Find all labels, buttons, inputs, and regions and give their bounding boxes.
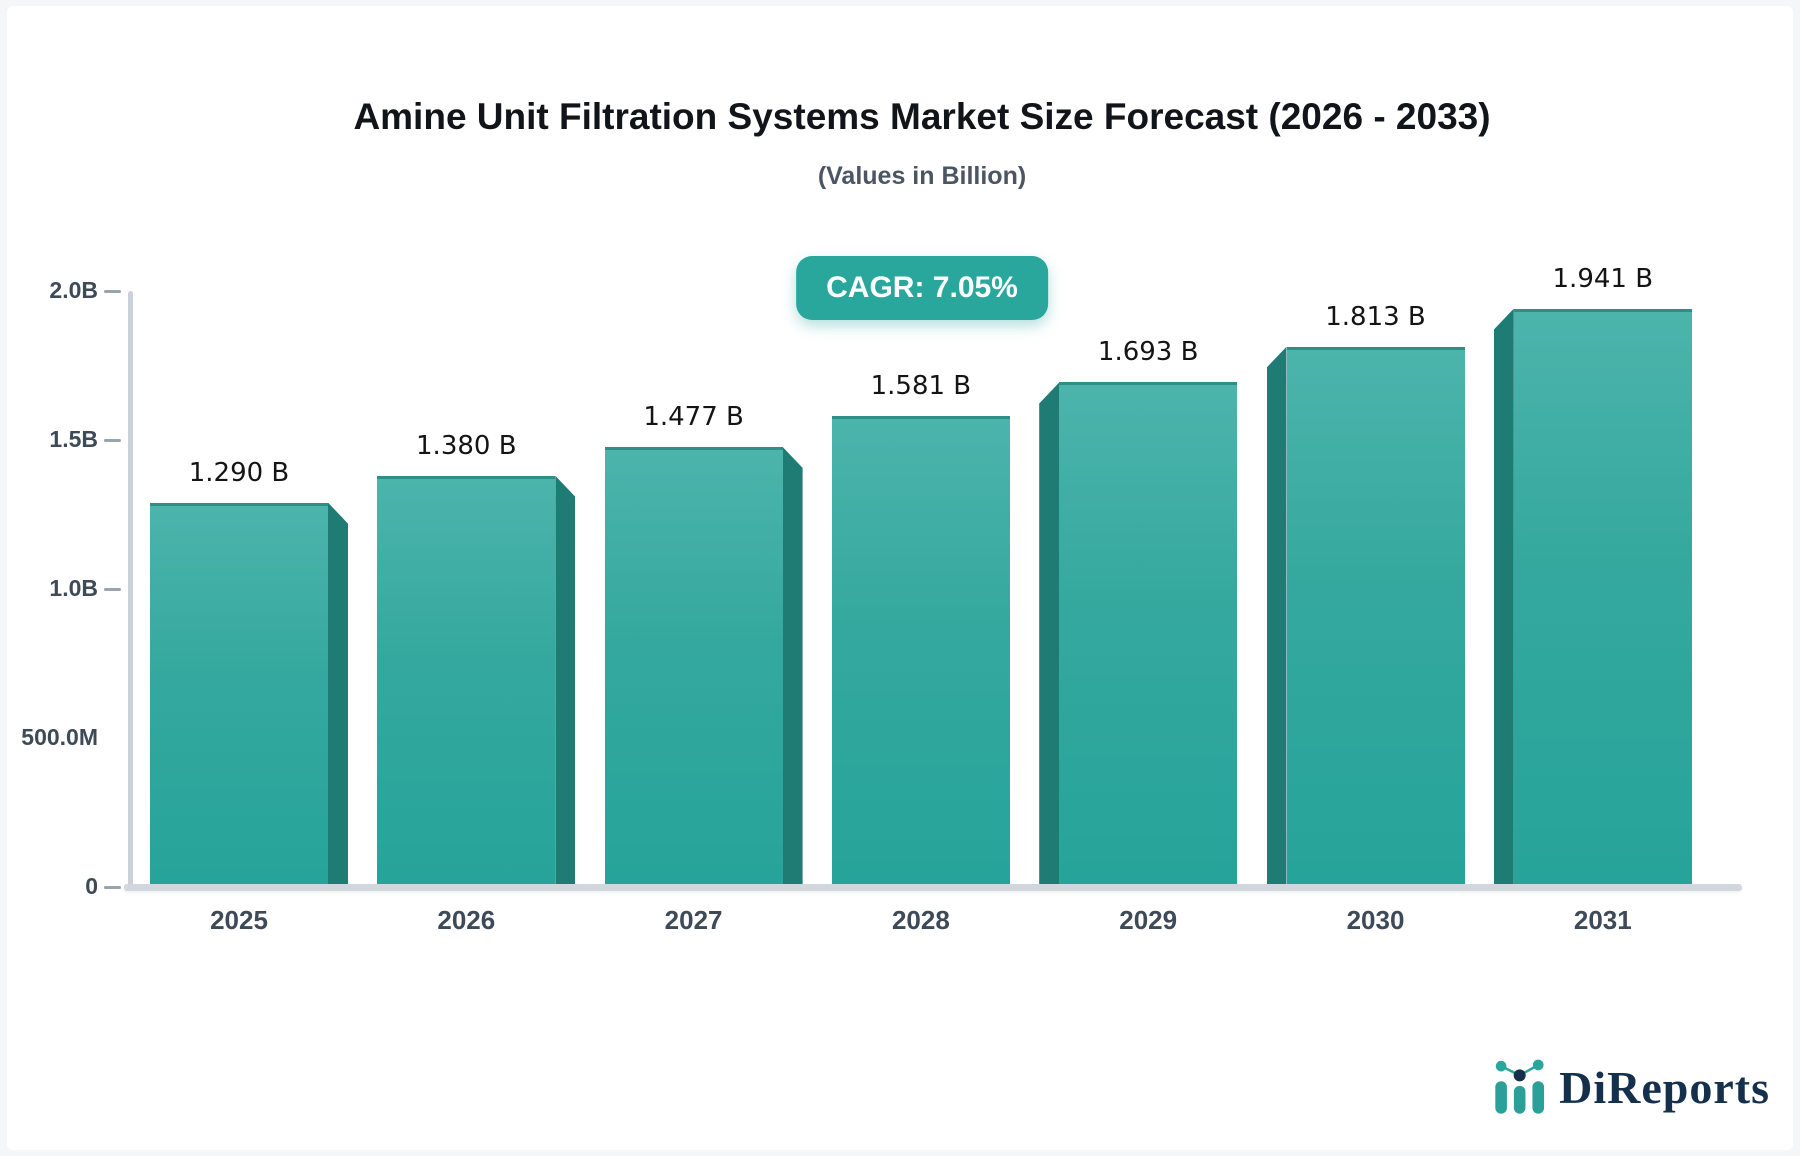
x-axis-category-label: 2025: [210, 905, 268, 935]
bar-bevel-2030: [1266, 346, 1287, 888]
bar-value-label: 1.581 B: [870, 370, 972, 401]
bar-value-label: 1.941 B: [1552, 263, 1654, 294]
bar-bevel-2031: [1493, 308, 1514, 888]
bar-2025: [150, 502, 328, 888]
bar-value-label: 1.693 B: [1097, 337, 1199, 368]
chart-card: Amine Unit Filtration Systems Market Siz…: [7, 6, 1793, 1150]
chart-subtitle: (Values in Billion): [817, 162, 1027, 190]
chart-title: Amine Unit Filtration Systems Market Siz…: [353, 96, 1491, 137]
x-axis-category-label: 2028: [891, 905, 950, 935]
bar-value-label: 1.813 B: [1325, 301, 1426, 332]
y-axis-tick-dash: [104, 439, 121, 442]
y-axis-tick-label: 1.5B: [49, 426, 98, 452]
x-axis-category-label: 2026: [437, 905, 496, 935]
bar-value-label: 1.477 B: [643, 401, 744, 432]
bar-chart-logo-icon: [1491, 1058, 1553, 1116]
y-axis-tick-dash: [104, 588, 121, 591]
y-axis-tick-label: 0: [85, 873, 98, 899]
x-axis-category-label: 2027: [664, 905, 723, 935]
bar-bevel-2027: [782, 446, 803, 888]
cagr-badge: CAGR: 7.05%: [796, 256, 1048, 320]
bar-2030: [1286, 346, 1465, 888]
bar-value-label: 1.290 B: [188, 457, 290, 488]
bar-2029: [1059, 382, 1238, 888]
y-axis-tick-dash: [104, 290, 121, 293]
bar-bevel-2025: [328, 502, 348, 888]
y-axis-line: [128, 291, 133, 891]
direports-logo: DiReports: [1491, 1058, 1770, 1116]
y-axis-tick-label: 2.0B: [49, 277, 98, 303]
x-axis-category-label: 2031: [1573, 905, 1632, 935]
x-axis-category-label: 2029: [1119, 905, 1178, 935]
bar-bevel-2029: [1039, 382, 1060, 888]
logo-text: DiReports: [1559, 1061, 1770, 1113]
bar-2026: [377, 475, 556, 888]
y-axis-tick-dash: [104, 886, 121, 889]
y-axis-tick-label: 500.0M: [21, 724, 98, 750]
bar-value-label: 1.380 B: [416, 430, 517, 461]
y-axis-tick-label: 1.0B: [49, 575, 98, 601]
x-axis-baseline: [124, 884, 1742, 891]
bar-2027: [604, 446, 783, 888]
x-axis-category-label: 2030: [1346, 905, 1405, 935]
bar-bevel-2026: [555, 475, 576, 888]
bar-2031: [1513, 308, 1692, 888]
bar-2028: [831, 415, 1010, 888]
